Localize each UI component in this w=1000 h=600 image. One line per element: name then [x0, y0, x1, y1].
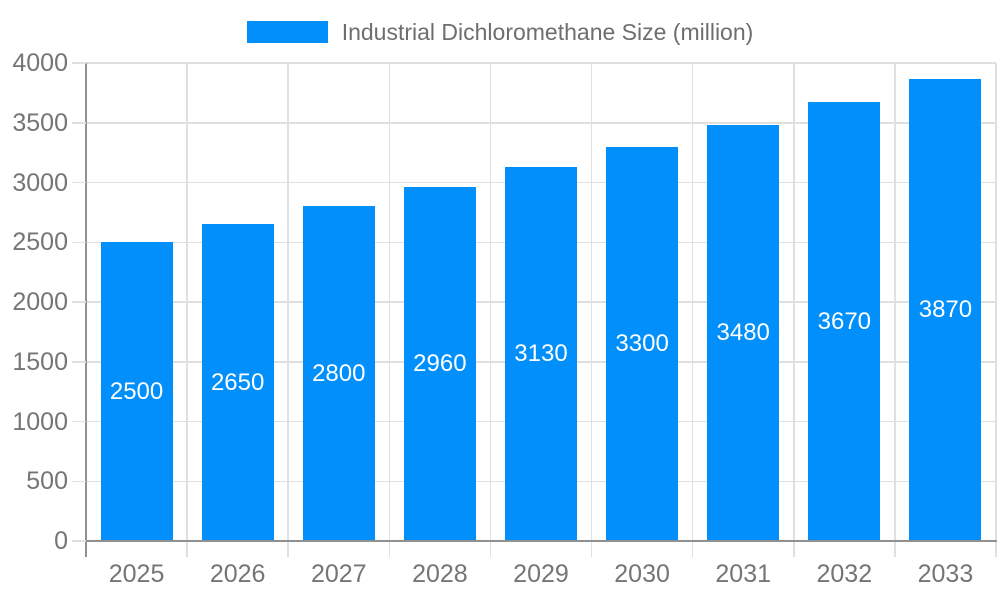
gridline-vertical [489, 63, 492, 541]
gridline-horizontal [86, 122, 996, 124]
gridline-horizontal [86, 62, 996, 64]
x-axis-tick [388, 542, 391, 557]
x-tick-label-2029: 2029 [513, 560, 569, 588]
x-axis-tick [186, 542, 188, 557]
bar-2031[interactable]: 3480 [707, 125, 780, 541]
x-axis-tick [691, 542, 694, 557]
bar-value-label: 2500 [109, 377, 164, 405]
y-tick-label: 1500 [12, 347, 68, 376]
gridline-vertical [186, 63, 188, 541]
y-tick-label: 500 [26, 467, 68, 496]
y-tick-label: 1000 [12, 407, 68, 436]
legend-item[interactable]: Industrial Dichloromethane Size (million… [0, 18, 1000, 45]
bar-2025[interactable]: 2500 [100, 242, 173, 541]
gridline-vertical [995, 63, 997, 541]
y-tick-label: 2500 [12, 228, 68, 257]
bar-2030[interactable]: 3300 [606, 146, 679, 541]
bar-2028[interactable]: 2960 [403, 187, 476, 541]
x-axis-tick [287, 542, 289, 557]
x-axis-tick [894, 542, 896, 557]
x-tick-label-2026: 2026 [209, 560, 266, 588]
x-axis-tick [489, 542, 492, 557]
legend-swatch-icon [246, 21, 328, 43]
x-axis-tick [793, 542, 795, 557]
y-axis-tick [72, 420, 86, 423]
bar-value-label: 2650 [210, 368, 265, 396]
y-tick-label: 4000 [12, 49, 68, 77]
x-tick-label-2031: 2031 [715, 560, 772, 588]
x-tick-label-2025: 2025 [108, 560, 165, 588]
bar-2033[interactable]: 3870 [909, 78, 982, 541]
gridline-vertical [894, 63, 896, 541]
y-axis-tick [72, 181, 86, 184]
bar-2032[interactable]: 3670 [808, 102, 881, 541]
gridline-vertical [388, 63, 391, 541]
gridline-vertical [793, 63, 795, 541]
bar-value-label: 3870 [918, 295, 973, 323]
gridline-vertical [590, 63, 593, 541]
x-axis-line [86, 540, 997, 542]
y-axis-line [85, 63, 87, 557]
y-axis-tick [72, 361, 86, 363]
y-axis-tick [72, 540, 86, 542]
bar-2026[interactable]: 2650 [201, 224, 274, 541]
plot-area: 2500 2650 2800 2960 3130 3300 3480 3670 3870 [86, 62, 997, 541]
y-axis-tick [72, 301, 86, 303]
x-tick-label-2033: 2033 [917, 560, 974, 588]
gridline-vertical [287, 63, 289, 541]
x-axis-tick [995, 542, 997, 557]
y-axis-tick [72, 480, 86, 482]
bar-value-label: 2800 [312, 359, 366, 387]
bar-value-label: 3130 [514, 339, 568, 367]
bar-2027[interactable]: 2800 [302, 206, 375, 541]
x-tick-label-2032: 2032 [816, 560, 873, 588]
x-axis-tick [590, 542, 593, 557]
y-tick-label: 3000 [12, 168, 68, 197]
y-tick-label: 0 [54, 527, 68, 555]
y-axis-tick [72, 241, 86, 243]
y-tick-label: 2000 [12, 288, 68, 316]
y-axis-tick [72, 122, 86, 124]
y-tick-label: 3500 [12, 108, 68, 137]
gridline-vertical [691, 63, 694, 541]
bar-2029[interactable]: 3130 [505, 166, 577, 541]
bar-value-label: 2960 [413, 350, 467, 378]
bar-value-label: 3300 [615, 329, 669, 357]
y-axis-tick [72, 62, 86, 64]
legend-label: Industrial Dichloromethane Size (million… [341, 18, 754, 45]
x-tick-label-2027: 2027 [310, 560, 367, 588]
bar-value-label: 3480 [716, 319, 770, 347]
x-tick-label-2028: 2028 [412, 560, 468, 588]
x-tick-label-2030: 2030 [614, 560, 670, 588]
bar-value-label: 3670 [817, 307, 872, 335]
